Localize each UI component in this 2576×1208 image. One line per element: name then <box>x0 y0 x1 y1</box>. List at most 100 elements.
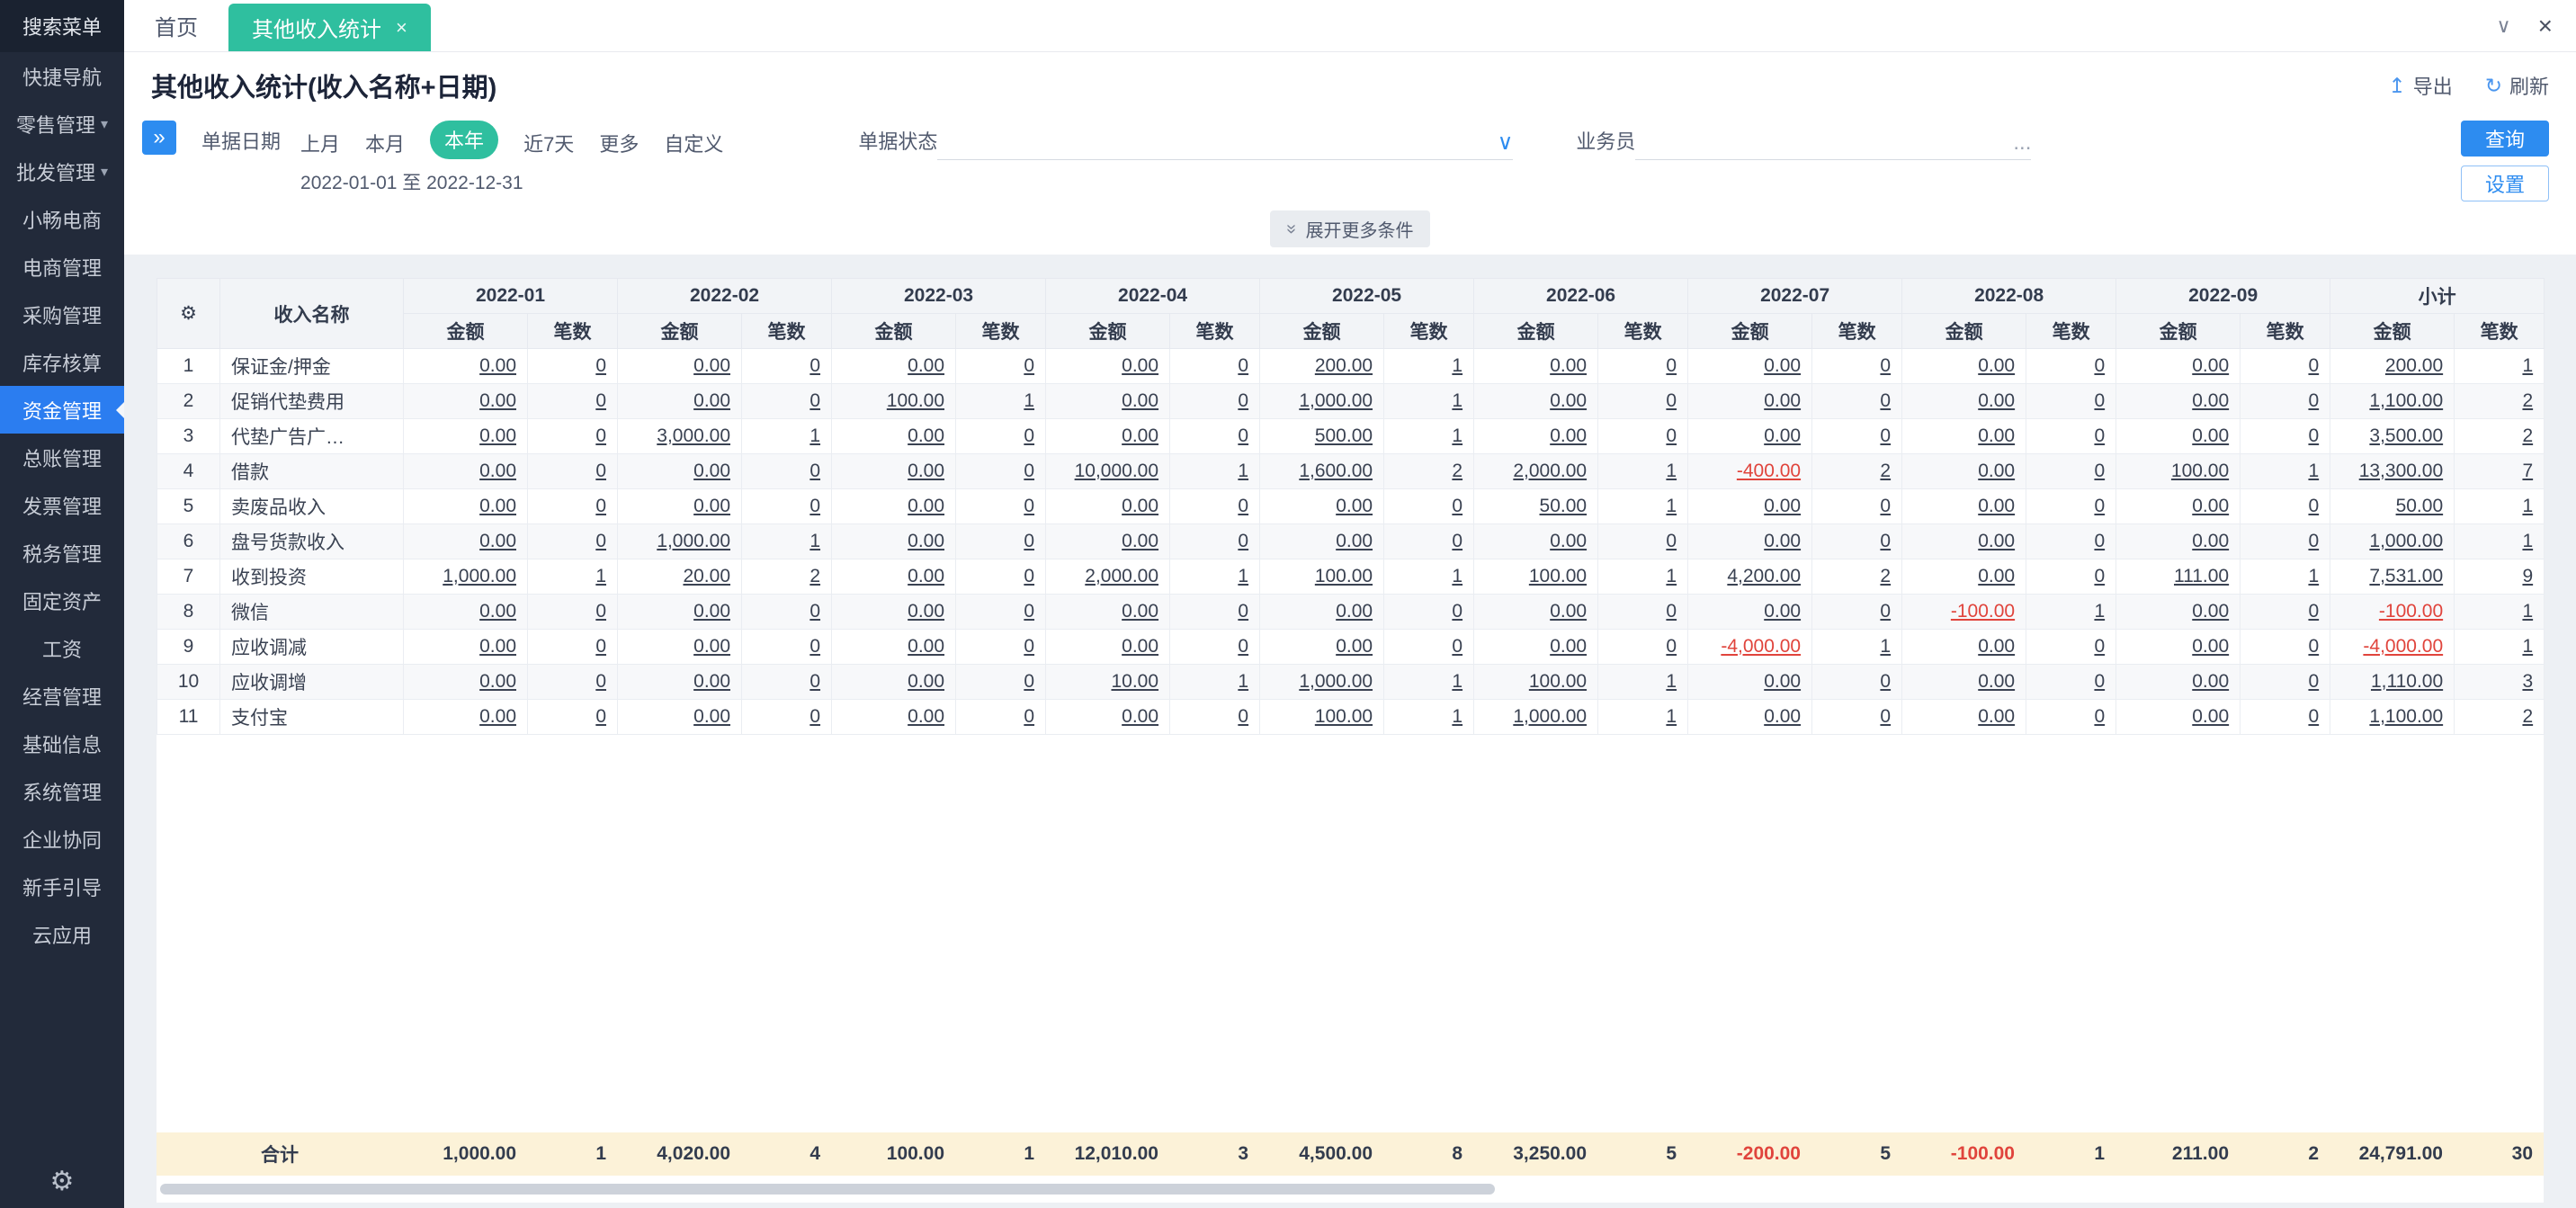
count-link[interactable]: 0 <box>1452 636 1463 657</box>
count-link[interactable]: 0 <box>1666 425 1677 446</box>
chevron-down-icon[interactable]: ∨ <box>2496 13 2511 37</box>
amount-link[interactable]: 2,000.00 <box>1513 461 1588 481</box>
amount-link[interactable]: 0.00 <box>908 425 945 446</box>
count-link[interactable]: 2 <box>1452 461 1463 481</box>
count-link[interactable]: 1 <box>2094 601 2106 622</box>
sidebar-search-menu[interactable]: 搜索菜单 <box>0 0 124 52</box>
amount-link[interactable]: 0.00 <box>479 671 516 692</box>
count-link[interactable]: 0 <box>1880 671 1892 692</box>
amount-link[interactable]: 1,600.00 <box>1299 461 1373 481</box>
amount-link[interactable]: 100.00 <box>1528 671 1588 692</box>
amount-link[interactable]: 0.00 <box>1764 496 1802 516</box>
count-link[interactable]: 0 <box>1666 636 1677 657</box>
count-link[interactable]: 0 <box>809 390 821 411</box>
count-link[interactable]: 2 <box>2522 425 2534 446</box>
sidebar-item-6[interactable]: 库存核算 <box>0 338 124 386</box>
count-link[interactable]: 1 <box>2308 566 2320 586</box>
date-range-value[interactable]: 2022-01-01 至 2022-12-31 <box>300 173 523 193</box>
amount-link[interactable]: 0.00 <box>479 531 516 551</box>
settings-button[interactable]: 设置 <box>2461 166 2549 201</box>
count-link[interactable]: 1 <box>2522 531 2534 551</box>
count-link[interactable]: 0 <box>2094 496 2106 516</box>
count-link[interactable]: 0 <box>1238 531 1249 551</box>
amount-link[interactable]: 200.00 <box>2384 355 2444 376</box>
count-link[interactable]: 1 <box>1024 390 1035 411</box>
amount-link[interactable]: 0.00 <box>479 636 516 657</box>
amount-link[interactable]: 0.00 <box>2192 355 2230 376</box>
count-link[interactable]: 1 <box>1452 706 1463 727</box>
amount-link[interactable]: 0.00 <box>908 355 945 376</box>
horizontal-scrollbar[interactable] <box>160 1184 1495 1195</box>
amount-link[interactable]: 0.00 <box>1122 390 1159 411</box>
count-link[interactable]: 0 <box>595 461 607 481</box>
count-link[interactable]: 1 <box>1880 636 1892 657</box>
amount-link[interactable]: 0.00 <box>1978 496 2016 516</box>
amount-link[interactable]: 0.00 <box>1122 601 1159 622</box>
count-link[interactable]: 1 <box>1452 671 1463 692</box>
count-link[interactable]: 0 <box>1666 355 1677 376</box>
amount-link[interactable]: 0.00 <box>1764 601 1802 622</box>
count-link[interactable]: 2 <box>2522 390 2534 411</box>
amount-link[interactable]: 0.00 <box>1764 706 1802 727</box>
amount-link[interactable]: 1,000.00 <box>443 566 516 586</box>
collapse-filter-button[interactable]: » <box>142 121 176 155</box>
amount-link[interactable]: 1,000.00 <box>1299 390 1373 411</box>
query-button[interactable]: 查询 <box>2461 121 2549 157</box>
sidebar-item-9[interactable]: 发票管理 <box>0 481 124 529</box>
amount-link[interactable]: 0.00 <box>2192 496 2230 516</box>
amount-link[interactable]: 0.00 <box>479 425 516 446</box>
count-link[interactable]: 3 <box>2522 671 2534 692</box>
count-link[interactable]: 0 <box>595 355 607 376</box>
amount-link[interactable]: 0.00 <box>908 566 945 586</box>
count-link[interactable]: 0 <box>1024 531 1035 551</box>
count-link[interactable]: 0 <box>595 671 607 692</box>
amount-link[interactable]: 0.00 <box>693 671 731 692</box>
amount-link[interactable]: 3,000.00 <box>657 425 731 446</box>
count-link[interactable]: 1 <box>1238 461 1249 481</box>
amount-link[interactable]: 0.00 <box>1122 355 1159 376</box>
amount-link[interactable]: 100.00 <box>886 390 945 411</box>
amount-link[interactable]: 0.00 <box>479 706 516 727</box>
amount-link[interactable]: 4,200.00 <box>1727 566 1802 586</box>
refresh-button[interactable]: ↻ 刷新 <box>2484 73 2549 99</box>
amount-link[interactable]: 1,100.00 <box>2369 706 2444 727</box>
amount-link[interactable]: 0.00 <box>1978 636 2016 657</box>
amount-link[interactable]: 0.00 <box>1122 531 1159 551</box>
amount-link[interactable]: 1,000.00 <box>2369 531 2444 551</box>
amount-link[interactable]: 0.00 <box>908 496 945 516</box>
amount-link[interactable]: 0.00 <box>693 496 731 516</box>
count-link[interactable]: 0 <box>1880 706 1892 727</box>
count-link[interactable]: 0 <box>809 671 821 692</box>
count-link[interactable]: 2 <box>1880 566 1892 586</box>
count-link[interactable]: 1 <box>1452 425 1463 446</box>
count-link[interactable]: 1 <box>1666 496 1677 516</box>
amount-link[interactable]: 0.00 <box>479 355 516 376</box>
amount-link[interactable]: 0.00 <box>1336 496 1373 516</box>
count-link[interactable]: 0 <box>2094 531 2106 551</box>
count-link[interactable]: 0 <box>1024 425 1035 446</box>
count-link[interactable]: 2 <box>2522 706 2534 727</box>
amount-link[interactable]: 0.00 <box>908 461 945 481</box>
count-link[interactable]: 1 <box>1666 566 1677 586</box>
amount-link[interactable]: 0.00 <box>693 601 731 622</box>
count-link[interactable]: 0 <box>595 531 607 551</box>
amount-link[interactable]: 0.00 <box>1978 671 2016 692</box>
amount-link[interactable]: 100.00 <box>1314 706 1373 727</box>
export-button[interactable]: ↥ 导出 <box>2388 73 2453 99</box>
sidebar-item-8[interactable]: 总账管理 <box>0 434 124 481</box>
amount-link[interactable]: 0.00 <box>2192 636 2230 657</box>
amount-link[interactable]: 0.00 <box>1764 671 1802 692</box>
sidebar-item-2[interactable]: 批发管理 ▾ <box>0 148 124 195</box>
sidebar-item-16[interactable]: 企业协同 <box>0 815 124 863</box>
sidebar-item-10[interactable]: 税务管理 <box>0 529 124 577</box>
amount-link[interactable]: -100.00 <box>1950 601 2016 622</box>
tab-home[interactable]: 首页 <box>155 16 198 40</box>
count-link[interactable]: 0 <box>595 636 607 657</box>
sidebar-item-18[interactable]: 云应用 <box>0 910 124 958</box>
amount-link[interactable]: 0.00 <box>1764 425 1802 446</box>
count-link[interactable]: 0 <box>1024 496 1035 516</box>
quick-filter-option[interactable]: 近7天 <box>523 132 575 156</box>
amount-link[interactable]: 10.00 <box>1111 671 1159 692</box>
count-link[interactable]: 0 <box>2094 390 2106 411</box>
count-link[interactable]: 1 <box>1666 461 1677 481</box>
